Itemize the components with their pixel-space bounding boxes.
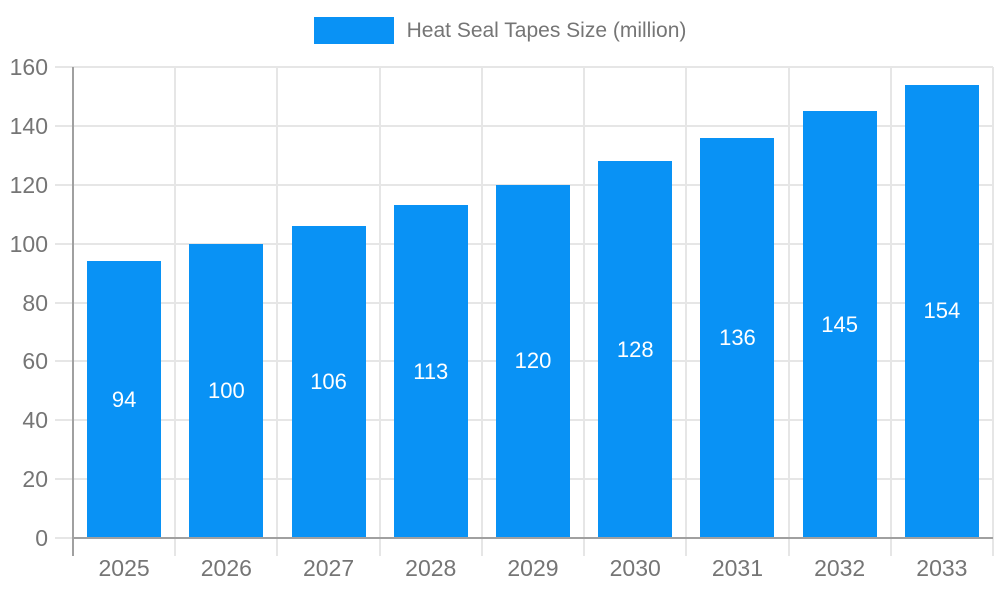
bar — [904, 84, 979, 538]
y-axis-tick-label: 80 — [22, 289, 48, 316]
bar — [700, 137, 775, 538]
y-axis-tick-label: 40 — [22, 407, 48, 434]
y-axis-line — [72, 67, 74, 556]
y-tick-mark — [55, 183, 73, 186]
y-tick-mark — [55, 242, 73, 245]
bar — [598, 161, 673, 538]
bar-value-label: 136 — [719, 324, 756, 350]
legend: Heat Seal Tapes Size (million) — [0, 17, 1000, 44]
bar — [802, 111, 877, 538]
bar-value-label: 120 — [514, 348, 552, 374]
y-axis-tick-label: 160 — [9, 54, 48, 80]
bar — [291, 225, 366, 538]
bar-value-label: 113 — [413, 358, 449, 384]
bar — [393, 205, 468, 538]
y-tick-mark — [55, 360, 73, 363]
gridline-vertical — [583, 67, 586, 556]
gridline-vertical — [992, 67, 994, 556]
y-axis-tick-label: 20 — [22, 466, 48, 493]
plot-area: 94 100 106 113 120 128 136 145 154 — [55, 66, 994, 556]
bar — [189, 243, 264, 538]
gridline-vertical — [480, 67, 483, 556]
x-axis-tick-label: 2032 — [814, 555, 866, 581]
bar-value-label: 94 — [111, 386, 137, 412]
y-tick-mark — [55, 301, 73, 304]
bar — [87, 261, 162, 538]
x-axis-line — [73, 537, 993, 539]
y-tick-mark — [55, 124, 73, 127]
gridline-vertical — [787, 67, 790, 556]
y-tick-mark — [55, 537, 73, 539]
x-axis-tick-label: 2026 — [200, 555, 252, 581]
y-axis-tick-label: 100 — [9, 230, 48, 257]
gridline-vertical — [685, 67, 688, 556]
gridline — [73, 124, 993, 127]
y-axis-tick-label: 140 — [9, 112, 48, 139]
bar-value-label: 145 — [821, 311, 859, 337]
x-axis-tick-label: 2029 — [507, 555, 559, 581]
y-tick-mark — [55, 478, 73, 481]
y-axis-tick-label: 60 — [22, 348, 48, 375]
legend-label: Heat Seal Tapes Size (million) — [406, 18, 687, 42]
y-axis-tick-label: 120 — [9, 171, 48, 198]
x-axis-tick-label: 2033 — [916, 555, 968, 581]
y-tick-mark — [55, 66, 73, 68]
y-axis-tick-label: 0 — [35, 525, 48, 551]
bar-value-label: 154 — [923, 298, 961, 324]
gridline — [73, 66, 993, 68]
gridline-vertical — [378, 67, 381, 556]
gridline-vertical — [889, 67, 892, 556]
x-axis-tick-label: 2027 — [302, 555, 355, 581]
gridline-vertical — [276, 67, 279, 556]
bar-value-label: 106 — [310, 368, 347, 394]
legend-item: Heat Seal Tapes Size (million) — [313, 17, 687, 44]
x-axis-tick-label: 2028 — [405, 555, 457, 581]
legend-swatch-icon — [313, 17, 394, 44]
gridline-vertical — [174, 67, 177, 556]
x-axis-tick-label: 2031 — [711, 555, 764, 581]
bar-value-label: 128 — [616, 336, 654, 362]
bar — [496, 184, 570, 538]
bar-value-label: 100 — [207, 377, 245, 403]
x-axis-tick-label: 2030 — [609, 555, 661, 581]
x-axis-tick-label: 2025 — [98, 555, 150, 581]
y-tick-mark — [55, 419, 73, 422]
